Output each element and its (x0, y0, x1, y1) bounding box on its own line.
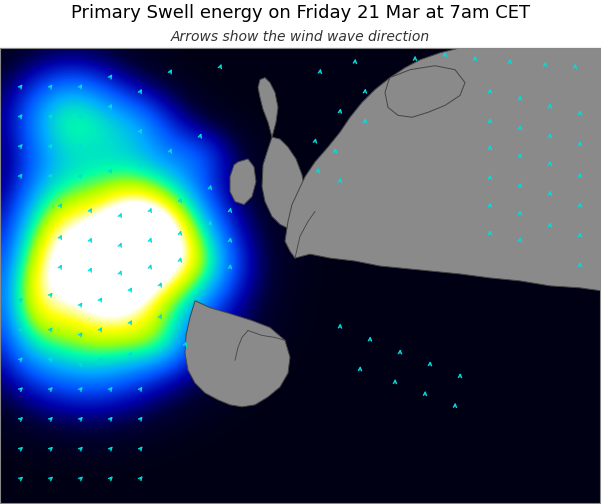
Polygon shape (230, 159, 256, 205)
Polygon shape (385, 66, 465, 117)
Polygon shape (258, 78, 278, 137)
Text: Primary Swell energy on Friday 21 Mar at 7am CET: Primary Swell energy on Friday 21 Mar at… (71, 5, 530, 22)
Polygon shape (185, 301, 290, 407)
Polygon shape (285, 48, 601, 291)
Polygon shape (262, 137, 305, 228)
Text: Arrows show the wind wave direction: Arrows show the wind wave direction (171, 30, 430, 44)
